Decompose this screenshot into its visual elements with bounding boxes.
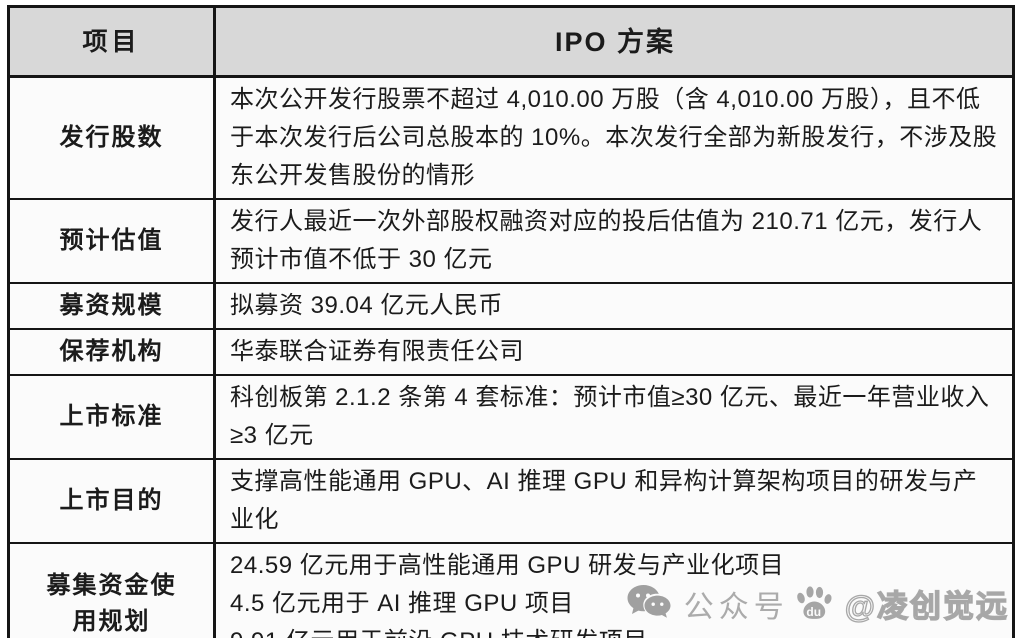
ipo-plan-table: 项目 IPO 方案 发行股数 本次公开发行股票不超过 4,010.00 万股（含… <box>7 5 1015 638</box>
row-label: 发行股数 <box>10 78 216 198</box>
row-content: 本次公开发行股票不超过 4,010.00 万股（含 4,010.00 万股），且… <box>216 78 1012 198</box>
row-content-text: 科创板第 2.1.2 条第 4 套标准：预计市值≥30 亿元、最近一年营业收入 … <box>230 384 990 449</box>
row-content-text: 本次公开发行股票不超过 4,010.00 万股（含 4,010.00 万股），且… <box>230 86 998 189</box>
row-label: 募集资金使用规划 <box>10 544 216 638</box>
row-content: 华泰联合证券有限责任公司 <box>216 330 1012 374</box>
fund-usage-line: 4.5 亿元用于 AI 推理 GPU 项目 <box>230 590 574 617</box>
row-label: 上市目的 <box>10 460 216 542</box>
row-content-text: 支撑高性能通用 GPU、AI 推理 GPU 和异构计算架构项目的研发与产业化 <box>230 468 978 533</box>
table-row-fund-usage-plan: 募集资金使用规划 24.59 亿元用于高性能通用 GPU 研发与产业化项目 4.… <box>10 544 1012 638</box>
row-content: 科创板第 2.1.2 条第 4 套标准：预计市值≥30 亿元、最近一年营业收入 … <box>216 376 1012 458</box>
row-content: 支撑高性能通用 GPU、AI 推理 GPU 和异构计算架构项目的研发与产业化 <box>216 460 1012 542</box>
table-header-row: 项目 IPO 方案 <box>10 8 1012 78</box>
table-row-sponsor: 保荐机构 华泰联合证券有限责任公司 <box>10 330 1012 376</box>
fund-usage-line: 9.91 亿元用于前沿 GPU 技术研发项目 <box>230 623 1000 638</box>
row-content: 拟募资 39.04 亿元人民币 <box>216 284 1012 328</box>
fund-usage-line: 24.59 亿元用于高性能通用 GPU 研发与产业化项目 <box>230 552 785 579</box>
row-content: 24.59 亿元用于高性能通用 GPU 研发与产业化项目 4.5 亿元用于 AI… <box>216 544 1012 638</box>
row-content: 发行人最近一次外部股权融资对应的投后估值为 210.71 亿元，发行人预计市值不… <box>216 200 1012 282</box>
row-content-text: 发行人最近一次外部股权融资对应的投后估值为 210.71 亿元，发行人预计市值不… <box>230 208 983 273</box>
table-row-listing-standard: 上市标准 科创板第 2.1.2 条第 4 套标准：预计市值≥30 亿元、最近一年… <box>10 376 1012 460</box>
table-row-listing-purpose: 上市目的 支撑高性能通用 GPU、AI 推理 GPU 和异构计算架构项目的研发与… <box>10 460 1012 544</box>
table-row-estimated-valuation: 预计估值 发行人最近一次外部股权融资对应的投后估值为 210.71 亿元，发行人… <box>10 200 1012 284</box>
row-label: 保荐机构 <box>10 330 216 374</box>
row-content-text: 华泰联合证券有限责任公司 <box>230 338 524 365</box>
row-label: 预计估值 <box>10 200 216 282</box>
header-cell-ipo-plan: IPO 方案 <box>554 26 675 57</box>
row-content-text: 拟募资 39.04 亿元人民币 <box>230 292 503 319</box>
table-row-shares-issued: 发行股数 本次公开发行股票不超过 4,010.00 万股（含 4,010.00 … <box>10 78 1012 200</box>
row-label: 上市标准 <box>10 376 216 458</box>
table-row-fundraising-scale: 募资规模 拟募资 39.04 亿元人民币 <box>10 284 1012 330</box>
header-cell-item: 项目 <box>10 8 216 75</box>
row-label: 募资规模 <box>10 284 216 328</box>
